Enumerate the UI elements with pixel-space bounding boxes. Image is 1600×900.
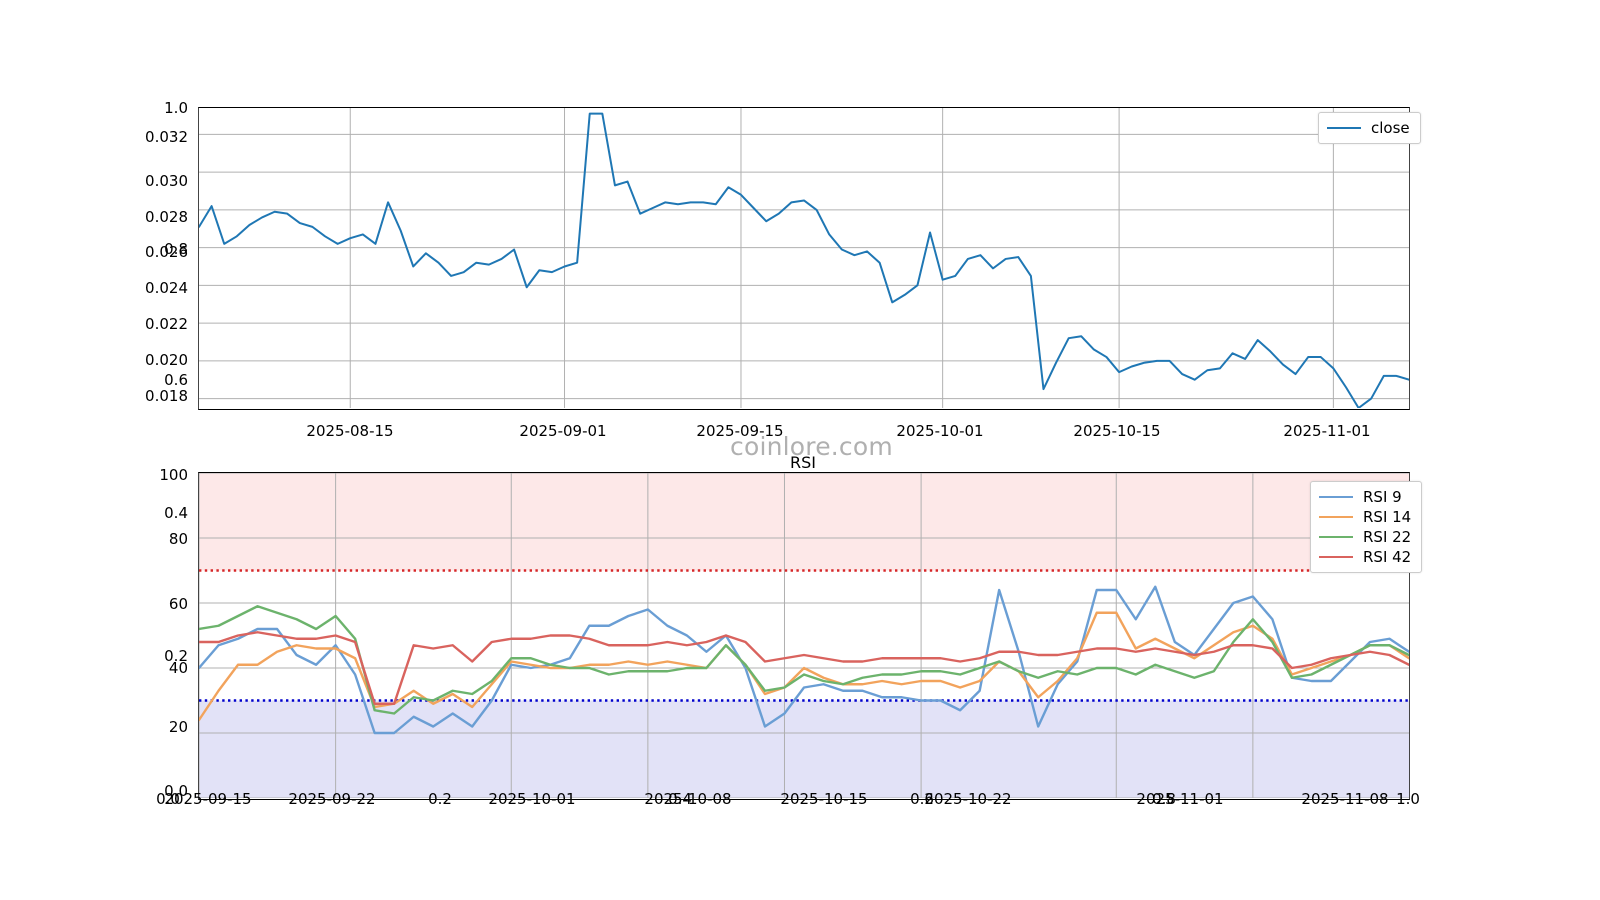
rsi-x-tick-secondary: 0.2 [428, 790, 452, 808]
price-x-tick: 2025-10-01 [896, 422, 984, 440]
price-x-tick: 2025-09-15 [696, 422, 784, 440]
legend-label-close: close [1371, 119, 1410, 137]
legend-swatch-rsi-14 [1319, 516, 1353, 518]
legend-label-rsi-14: RSI 14 [1363, 508, 1412, 526]
rsi-y-tick: 60 [168, 595, 188, 613]
rsi-legend: RSI 9 RSI 14 RSI 22 RSI 42 [1310, 481, 1423, 573]
price-x-tick: 2025-09-01 [519, 422, 607, 440]
price-y-tick: 0.026 [145, 243, 188, 261]
price-x-tick: 2025-11-01 [1283, 422, 1371, 440]
legend-item: close [1327, 118, 1410, 138]
rsi-x-tick: 2025-11-08 [1301, 790, 1389, 808]
legend-label-rsi-9: RSI 9 [1363, 488, 1402, 506]
rsi-x-tick: 2025-10-08 [644, 790, 732, 808]
rsi-y-tick: 100 [159, 466, 188, 484]
legend-item: RSI 22 [1319, 527, 1411, 547]
rsi-x-tick: 2025-10-15 [780, 790, 868, 808]
legend-swatch-rsi-22 [1319, 536, 1353, 538]
rsi-x-tick: 2025-10-01 [488, 790, 576, 808]
price-y-tick: 0.018 [145, 387, 188, 405]
price-x-tick: 2025-10-15 [1073, 422, 1161, 440]
rsi-x-tick: 2025-09-22 [288, 790, 376, 808]
price-y-tick: 0.032 [145, 128, 188, 146]
rsi-chart-plot [199, 473, 1409, 798]
legend-swatch-close [1327, 127, 1361, 129]
price-y-tick: 0.028 [145, 208, 188, 226]
price-x-tick: 2025-08-15 [306, 422, 394, 440]
price-y-tick-secondary: 0.6 [164, 371, 188, 389]
rsi-x-tick: 2025-10-22 [924, 790, 1012, 808]
price-chart-plot [199, 108, 1409, 408]
rsi-y-tick-secondary: 0.4 [164, 504, 188, 522]
price-y-tick-secondary: 1.0 [164, 99, 188, 117]
price-y-tick: 0.022 [145, 315, 188, 333]
rsi-chart-panel [198, 472, 1410, 800]
legend-item: RSI 14 [1319, 507, 1411, 527]
price-y-tick: 0.020 [145, 351, 188, 369]
legend-swatch-rsi-9 [1319, 496, 1353, 498]
price-y-tick: 0.024 [145, 279, 188, 297]
legend-item: RSI 42 [1319, 547, 1411, 567]
price-y-tick: 0.030 [145, 172, 188, 190]
rsi-x-tick-secondary: 0.6 [910, 790, 934, 808]
rsi-y-tick: 20 [168, 718, 188, 736]
rsi-x-tick-secondary: 1.0 [1396, 790, 1420, 808]
legend-item: RSI 9 [1319, 487, 1411, 507]
rsi-x-tick: 2025-11-01 [1136, 790, 1224, 808]
legend-label-rsi-42: RSI 42 [1363, 548, 1412, 566]
price-y-tick-secondary: 0.8 [164, 240, 188, 258]
watermark: coinlore.com [730, 432, 893, 461]
rsi-y-tick: 40 [168, 659, 188, 677]
price-legend: close [1318, 112, 1421, 144]
rsi-x-tick-secondary: 0.8 [1152, 790, 1176, 808]
rsi-x-tick-secondary: 0.0 [156, 790, 180, 808]
rsi-y-tick-secondary: 0.0 [164, 782, 188, 800]
rsi-y-tick-secondary: 0.2 [164, 647, 188, 665]
rsi-y-tick: 80 [168, 530, 188, 548]
rsi-x-tick-secondary: 0.4 [668, 790, 692, 808]
rsi-x-tick: 2025-09-15 [164, 790, 252, 808]
price-chart-panel [198, 107, 1410, 410]
legend-label-rsi-22: RSI 22 [1363, 528, 1412, 546]
rsi-panel-title: RSI [790, 453, 816, 472]
legend-swatch-rsi-42 [1319, 556, 1353, 558]
